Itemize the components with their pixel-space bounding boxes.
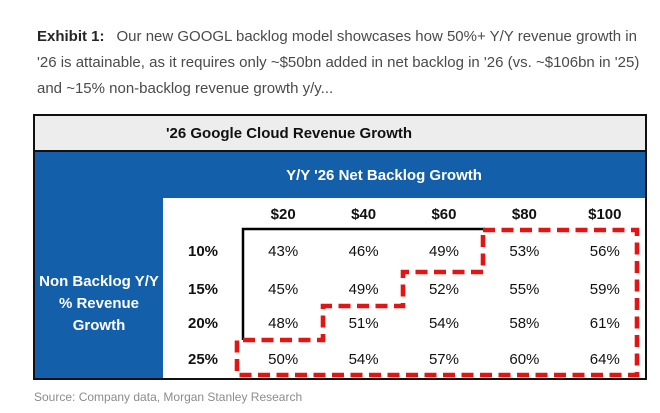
matrix-grid: $20 $40 $60 $80 $100 10% 43% 46% 49% 53%… [163,198,645,378]
matrix-cell: 45% [268,280,299,298]
matrix-cell: 55% [509,280,540,298]
matrix-cell: 49% [348,280,379,298]
matrix-cell: 53% [509,242,540,260]
row-header: 20% [187,314,219,332]
matrix-cell: 57% [428,350,459,368]
exhibit-label: Exhibit 1: [37,28,105,45]
exhibit-text: Our new GOOGL backlog model showcases ho… [37,28,640,97]
matrix-cell: 49% [428,242,459,260]
matrix-cell: 60% [509,350,540,368]
col-header: $40 [351,205,377,223]
col-header: $60 [431,205,457,223]
sensitivity-table: '26 Google Cloud Revenue Growth Y/Y '26 … [33,114,647,380]
matrix-cell: 43% [268,242,299,260]
matrix-cell: 54% [348,350,379,368]
corner-cell [163,198,243,230]
matrix-cell: 48% [268,314,299,332]
row-group-label: Non Backlog Y/Y % Revenue Growth [39,273,159,334]
source-note: Source: Company data, Morgan Stanley Res… [34,390,303,404]
matrix-cell: 64% [589,350,620,368]
matrix-cell: 61% [589,314,620,332]
matrix-cell: 58% [509,314,540,332]
matrix-cell: 50% [268,350,299,368]
matrix-cell: 56% [589,242,620,260]
matrix-cell: 59% [589,280,620,298]
col-header: $80 [511,205,537,223]
exhibit-heading: Exhibit 1: Our new GOOGL backlog model sh… [37,24,641,102]
matrix-cell: 46% [348,242,379,260]
matrix-cell: 51% [348,314,379,332]
row-header: 15% [187,280,219,298]
row-header: 25% [187,350,219,368]
matrix-cell: 52% [428,280,459,298]
col-header: $20 [270,205,296,223]
table-title: '26 Google Cloud Revenue Growth [35,116,645,152]
row-header: 10% [187,242,219,260]
matrix-cell: 54% [428,314,459,332]
col-header: $100 [588,205,622,223]
column-group-label: Y/Y '26 Net Backlog Growth [286,166,482,184]
